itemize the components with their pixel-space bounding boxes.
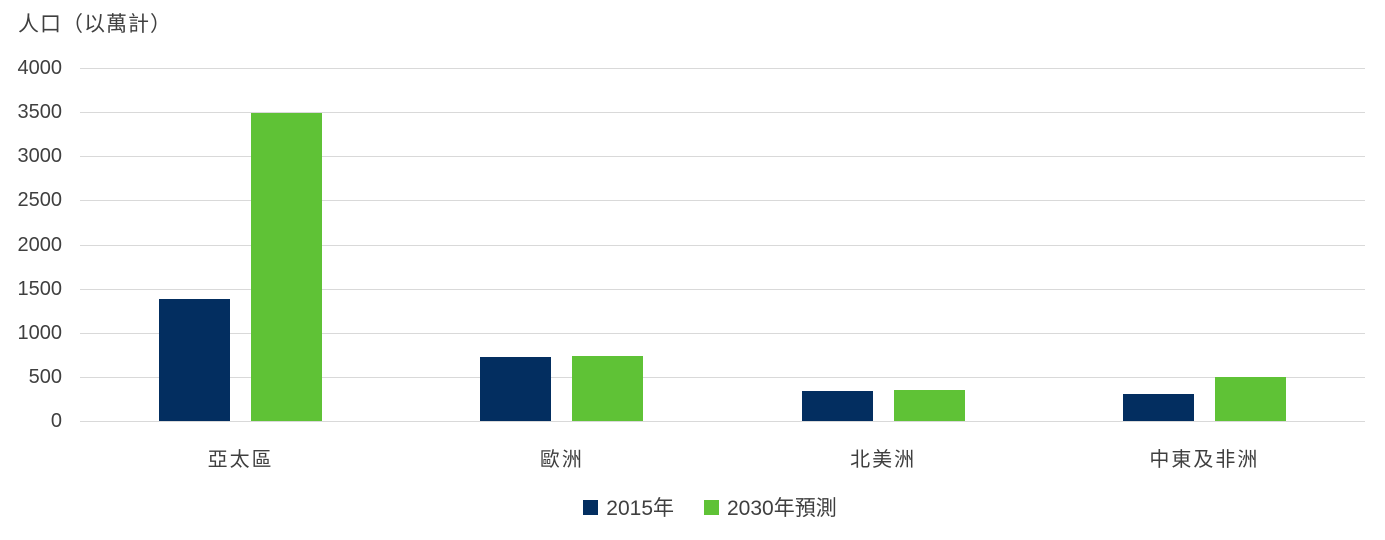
bar-series1-cat0	[251, 112, 323, 421]
bar-series1-cat2	[893, 389, 965, 421]
legend-item-1: 2030年預測	[704, 492, 837, 522]
bar-series0-cat3	[1122, 394, 1194, 421]
x-tick-label-2: 北美洲	[850, 449, 917, 471]
y-tick-label-2500: 2500	[17, 189, 63, 212]
y-tick-label-2000: 2000	[17, 233, 63, 256]
x-tick-label-1: 歐洲	[539, 449, 584, 471]
y-tick-label-3000: 3000	[17, 145, 63, 168]
legend: 2015年 2030年預測	[0, 492, 1385, 522]
legend-item-0: 2015年	[583, 492, 674, 522]
bar-series1-cat1	[572, 356, 644, 421]
bar-series1-cat3	[1214, 377, 1286, 421]
bar-series0-cat1	[480, 357, 552, 421]
x-tick-label-0: 亞太區	[207, 449, 274, 471]
y-tick-label-500: 500	[28, 365, 62, 388]
y-tick-label-0: 0	[50, 410, 62, 432]
gridline-3500	[80, 112, 1365, 114]
bar-series0-cat2	[801, 391, 873, 421]
plot-area	[80, 68, 1365, 422]
y-tick-label-4000: 4000	[17, 57, 63, 79]
y-axis-title: 人口（以萬計）	[18, 13, 172, 36]
y-tick-label-3500: 3500	[17, 101, 63, 124]
gridline-1000	[80, 332, 1365, 334]
y-tick-label-1000: 1000	[17, 321, 63, 344]
gridline-4000	[80, 68, 1365, 69]
y-tick-label-1500: 1500	[17, 277, 63, 300]
legend-label-0: 2015年	[606, 497, 674, 520]
gridline-2000	[80, 244, 1365, 246]
gridline-500	[80, 376, 1365, 378]
gridline-3000	[80, 156, 1365, 158]
bar-series0-cat0	[159, 299, 231, 421]
gridline-0	[80, 421, 1365, 422]
x-tick-label-3: 中東及非洲	[1149, 449, 1260, 471]
legend-swatch-icon	[704, 499, 719, 515]
gridline-1500	[80, 288, 1365, 290]
legend-label-1: 2030年預測	[727, 497, 837, 520]
gridline-2500	[80, 200, 1365, 202]
legend-swatch-icon	[583, 499, 599, 515]
